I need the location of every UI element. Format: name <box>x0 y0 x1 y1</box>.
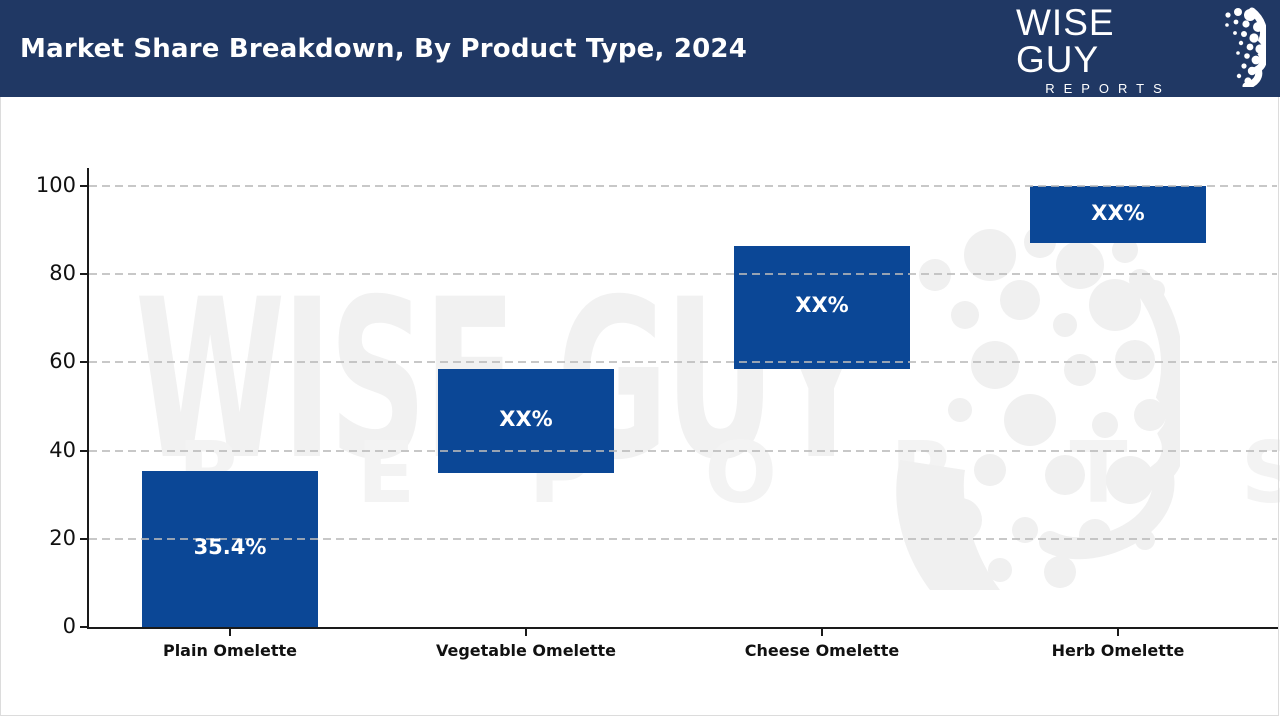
gridline-20 <box>89 537 1277 540</box>
gridline-100 <box>89 185 1277 187</box>
y-tick-label: 0 <box>62 614 76 638</box>
y-tick-mark <box>80 537 88 540</box>
bar-vegetable-omelette <box>438 369 614 473</box>
x-category-label-vegetable-omelette: Vegetable Omelette <box>435 641 617 660</box>
x-category-label-cheese-omelette: Cheese Omelette <box>744 641 900 660</box>
logo-wordmark: WISE GUY <box>1016 1 1115 80</box>
x-axis-line <box>87 627 1279 629</box>
logo-subtitle: REPORTS <box>1045 80 1171 96</box>
bar-value-label-plain-omelette: 35.4% <box>193 534 267 559</box>
logo-text: WISE GUY REPORTS <box>1016 4 1196 95</box>
y-tick-label: 100 <box>35 173 76 197</box>
y-axis-line <box>87 168 89 629</box>
y-tick-label: 80 <box>49 261 76 286</box>
x-tick-mark <box>229 627 231 636</box>
gridline-80 <box>89 273 1277 276</box>
x-tick-mark <box>525 627 527 636</box>
bar-plain-omelette <box>142 470 318 627</box>
bar-value-label-herb-omelette: XX% <box>1091 200 1145 225</box>
bar-value-label-cheese-omelette: XX% <box>795 293 849 318</box>
chart-title: Market Share Breakdown, By Product Type,… <box>20 33 747 64</box>
bar-cheese-omelette <box>734 245 910 369</box>
y-tick-label: 40 <box>49 437 76 462</box>
gridline-60 <box>89 361 1277 364</box>
y-tick-mark <box>80 361 88 364</box>
watermark-reports: R E P O R T S <box>178 424 1280 523</box>
x-category-label-plain-omelette: Plain Omelette <box>162 641 298 660</box>
x-tick-mark <box>1117 627 1119 636</box>
gridline-40 <box>89 449 1277 452</box>
x-category-label-herb-omelette: Herb Omelette <box>1051 641 1185 660</box>
header-bar: Market Share Breakdown, By Product Type,… <box>0 0 1280 97</box>
logo-head-icon <box>1200 7 1270 91</box>
wise-guy-logo: WISE GUY REPORTS <box>1016 4 1270 95</box>
y-tick-mark <box>80 449 88 452</box>
y-tick-label: 20 <box>49 525 76 550</box>
x-tick-mark <box>821 627 823 636</box>
bar-value-label-vegetable-omelette: XX% <box>499 406 553 431</box>
y-tick-mark <box>80 185 88 187</box>
bar-herb-omelette <box>1030 186 1206 244</box>
y-tick-mark <box>80 273 88 276</box>
y-tick-label: 60 <box>49 349 76 374</box>
y-tick-mark <box>80 626 88 628</box>
